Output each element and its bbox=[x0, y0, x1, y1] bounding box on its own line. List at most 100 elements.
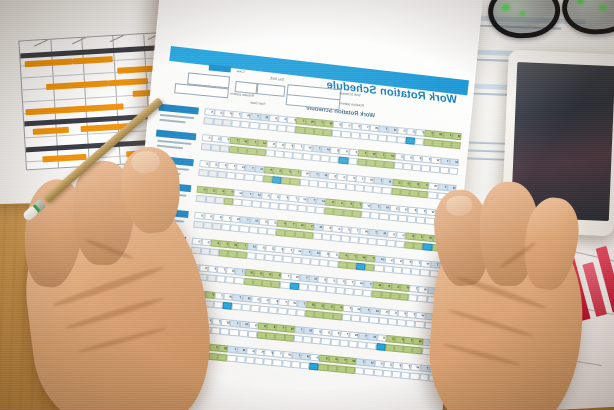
schedule-cell[interactable]: S bbox=[336, 173, 347, 182]
schedule-cell[interactable] bbox=[427, 191, 438, 200]
schedule-cell[interactable]: S bbox=[197, 185, 207, 194]
schedule-cell[interactable] bbox=[218, 249, 229, 258]
schedule-cell[interactable] bbox=[381, 186, 392, 195]
schedule-cell[interactable]: W bbox=[223, 292, 234, 301]
schedule-cell[interactable]: T bbox=[237, 242, 248, 250]
schedule-cell[interactable]: M bbox=[303, 326, 314, 335]
schedule-cell[interactable] bbox=[228, 145, 239, 154]
schedule-cell[interactable]: T bbox=[240, 216, 251, 225]
schedule-cell[interactable] bbox=[360, 210, 371, 219]
schedule-cell[interactable] bbox=[359, 315, 370, 324]
schedule-cell[interactable]: S bbox=[267, 218, 278, 227]
schedule-cell[interactable]: T bbox=[294, 325, 305, 334]
schedule-cell[interactable] bbox=[290, 177, 301, 186]
schedule-cell[interactable]: W bbox=[430, 156, 441, 165]
schedule-cell[interactable]: T bbox=[229, 136, 240, 145]
schedule-cell[interactable]: T bbox=[247, 138, 258, 147]
schedule-cell[interactable]: M bbox=[377, 229, 388, 238]
schedule-cell[interactable]: F bbox=[338, 251, 349, 260]
schedule-cell[interactable] bbox=[222, 301, 233, 310]
schedule-cell[interactable] bbox=[254, 357, 264, 366]
schedule-cell[interactable] bbox=[414, 320, 425, 329]
schedule-cell[interactable]: T bbox=[368, 228, 379, 237]
schedule-cell[interactable] bbox=[413, 242, 424, 251]
schedule-cell[interactable] bbox=[362, 289, 373, 298]
schedule-cell[interactable]: T bbox=[216, 266, 227, 275]
schedule-cell[interactable] bbox=[394, 344, 404, 353]
schedule-cell[interactable]: F bbox=[346, 174, 356, 183]
schedule-cell[interactable] bbox=[221, 223, 231, 232]
schedule-cell[interactable] bbox=[375, 343, 386, 351]
schedule-cell[interactable] bbox=[240, 303, 251, 312]
schedule-cell[interactable]: T bbox=[286, 220, 296, 229]
schedule-cell[interactable]: F bbox=[328, 355, 339, 364]
schedule-cell[interactable] bbox=[260, 201, 271, 209]
schedule-cell[interactable]: F bbox=[217, 161, 228, 170]
schedule-cell[interactable] bbox=[246, 251, 256, 260]
schedule-cell[interactable] bbox=[358, 236, 369, 245]
schedule-cell[interactable]: T bbox=[304, 222, 315, 231]
schedule-cell[interactable]: S bbox=[332, 120, 343, 129]
schedule-cell[interactable]: S bbox=[329, 251, 340, 259]
schedule-cell[interactable] bbox=[400, 188, 410, 197]
schedule-cell[interactable] bbox=[373, 368, 384, 377]
schedule-cell[interactable]: W bbox=[361, 201, 372, 210]
schedule-cell[interactable]: F bbox=[335, 277, 346, 286]
schedule-cell[interactable]: W bbox=[346, 357, 357, 366]
schedule-cell[interactable]: T bbox=[350, 226, 360, 235]
schedule-cell[interactable] bbox=[311, 153, 321, 162]
schedule-cell[interactable]: W bbox=[420, 260, 431, 268]
schedule-cell[interactable] bbox=[311, 336, 322, 345]
schedule-cell[interactable] bbox=[366, 342, 377, 350]
schedule-cell[interactable]: F bbox=[405, 232, 415, 241]
schedule-cell[interactable] bbox=[432, 139, 443, 148]
schedule-cell[interactable] bbox=[409, 189, 420, 198]
schedule-cell[interactable] bbox=[264, 253, 275, 262]
schedule-cell[interactable]: W bbox=[226, 267, 236, 275]
schedule-cell[interactable] bbox=[261, 279, 272, 288]
schedule-cell[interactable] bbox=[303, 231, 314, 240]
schedule-cell[interactable] bbox=[332, 312, 343, 321]
schedule-cell[interactable]: T bbox=[358, 332, 369, 341]
schedule-cell[interactable] bbox=[222, 118, 232, 127]
schedule-cell[interactable] bbox=[299, 178, 310, 187]
schedule-cell[interactable]: T bbox=[291, 351, 302, 360]
schedule-cell[interactable] bbox=[341, 313, 352, 322]
schedule-cell[interactable] bbox=[329, 338, 340, 347]
schedule-cell[interactable] bbox=[272, 359, 283, 367]
schedule-cell[interactable] bbox=[287, 203, 298, 212]
schedule-cell[interactable] bbox=[324, 207, 335, 216]
schedule-cell[interactable] bbox=[402, 162, 413, 171]
schedule-cell[interactable]: S bbox=[266, 140, 277, 149]
schedule-cell[interactable]: W bbox=[220, 318, 231, 327]
schedule-cell[interactable] bbox=[313, 127, 324, 136]
schedule-cell[interactable] bbox=[310, 258, 320, 267]
schedule-cell[interactable] bbox=[380, 291, 391, 300]
schedule-cell[interactable] bbox=[315, 206, 325, 215]
schedule-cell[interactable]: S bbox=[258, 217, 269, 226]
schedule-cell[interactable]: F bbox=[415, 128, 426, 137]
schedule-cell[interactable] bbox=[231, 302, 242, 311]
schedule-cell[interactable] bbox=[318, 363, 329, 372]
schedule-cell[interactable]: T bbox=[347, 252, 358, 261]
schedule-cell[interactable]: S bbox=[379, 308, 389, 317]
schedule-cell[interactable]: T bbox=[278, 298, 289, 307]
schedule-cell[interactable]: S bbox=[265, 244, 276, 253]
schedule-cell[interactable] bbox=[393, 161, 404, 170]
schedule-cell[interactable]: M bbox=[313, 223, 324, 232]
schedule-cell[interactable] bbox=[296, 204, 307, 213]
schedule-cell[interactable]: S bbox=[330, 146, 341, 155]
schedule-cell[interactable]: S bbox=[339, 147, 350, 156]
schedule-cell[interactable] bbox=[320, 337, 331, 346]
schedule-cell[interactable]: T bbox=[339, 330, 350, 339]
schedule-cell[interactable] bbox=[412, 346, 423, 355]
schedule-cell[interactable]: W bbox=[238, 137, 249, 146]
schedule-cell[interactable]: S bbox=[248, 321, 259, 330]
schedule-cell[interactable]: T bbox=[224, 188, 235, 197]
schedule-cell[interactable] bbox=[344, 287, 354, 296]
schedule-cell[interactable]: S bbox=[194, 211, 205, 220]
schedule-cell[interactable]: F bbox=[330, 329, 341, 338]
schedule-cell[interactable] bbox=[397, 214, 408, 223]
schedule-cell[interactable]: S bbox=[277, 115, 288, 124]
schedule-cell[interactable]: T bbox=[355, 175, 366, 184]
